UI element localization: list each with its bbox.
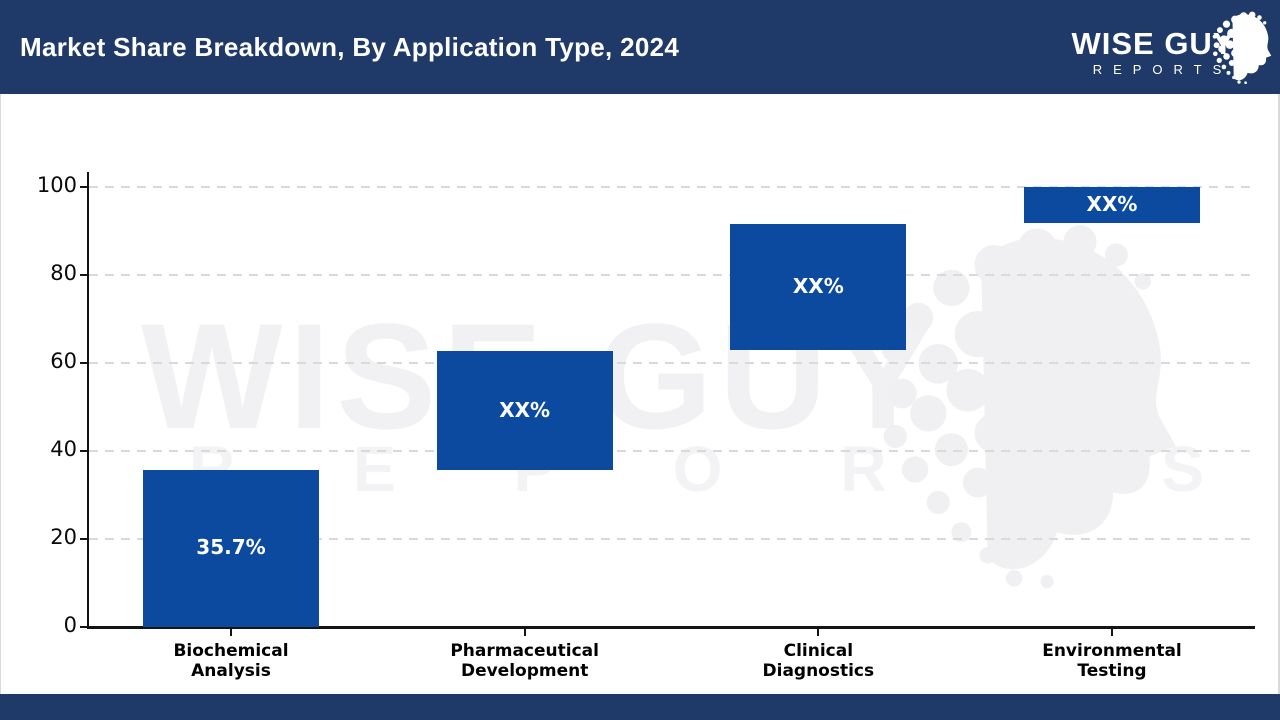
- bar-segment: [730, 223, 907, 351]
- bar-segment: [1023, 187, 1200, 224]
- y-tick-mark: [80, 274, 88, 276]
- x-tick-mark: [1110, 629, 1113, 636]
- x-tick-label: Biochemical Analysis: [84, 641, 378, 681]
- footer-bar: [0, 694, 1280, 720]
- x-tick-label-line: Testing: [1077, 661, 1147, 681]
- brand-logo-subtitle: REPORTS: [1092, 62, 1233, 77]
- bar-segment: [143, 469, 319, 627]
- chart-title: Market Share Breakdown, By Application T…: [20, 31, 680, 62]
- x-tick-label: Environmental Testing: [965, 641, 1259, 681]
- bar-segment: [436, 351, 613, 470]
- x-tick-label-line: Environmental: [1042, 641, 1182, 661]
- brand-logo-name: WISE GUY: [1071, 26, 1235, 61]
- chart-area: WISE GUY R E P O R T S 0 20 40 60 80 100 35.7%…: [0, 94, 1280, 694]
- gridline: [89, 186, 1257, 188]
- bar-value-label: XX%: [792, 274, 844, 299]
- x-tick-label-line: Diagnostics: [762, 661, 875, 681]
- y-tick-mark: [80, 186, 88, 188]
- x-tick-label: Clinical Diagnostics: [671, 641, 965, 681]
- x-tick-label: Pharmaceutical Development: [378, 641, 672, 681]
- x-tick-mark: [817, 629, 820, 636]
- brand-face-icon: [1212, 11, 1272, 85]
- y-axis-spine: [87, 172, 89, 629]
- brand-logo: WISE GUY REPORTS: [1034, 6, 1274, 90]
- bar-value-label: 35.7%: [196, 535, 266, 560]
- x-tick-label-line: Biochemical: [173, 641, 289, 661]
- y-tick-label: 40: [50, 437, 77, 461]
- gridline: [89, 362, 1257, 364]
- bar-value-label: XX%: [499, 397, 551, 422]
- bar-value-label: XX%: [1086, 192, 1138, 217]
- y-tick-mark: [80, 626, 88, 628]
- x-tick-label-line: Clinical: [783, 641, 854, 661]
- x-tick-label-line: Development: [460, 661, 589, 681]
- y-tick-label: 80: [50, 261, 77, 285]
- x-tick-label-line: Analysis: [191, 661, 271, 681]
- x-tick-mark: [523, 629, 526, 636]
- y-tick-label: 20: [50, 525, 77, 549]
- y-tick-label: 60: [50, 349, 77, 373]
- header: Market Share Breakdown, By Application T…: [0, 0, 1280, 94]
- y-tick-mark: [80, 450, 88, 452]
- x-tick-label-line: Pharmaceutical: [450, 641, 599, 661]
- y-tick-label: 100: [36, 173, 77, 197]
- y-tick-label: 0: [63, 613, 77, 637]
- y-tick-mark: [80, 538, 88, 540]
- gridline: [89, 538, 1257, 540]
- x-axis-spine: [87, 626, 1255, 629]
- gridline: [89, 274, 1257, 276]
- gridline: [89, 450, 1257, 452]
- watermark-face-icon: [882, 225, 1176, 589]
- x-tick-mark: [230, 629, 232, 636]
- y-tick-mark: [80, 362, 88, 364]
